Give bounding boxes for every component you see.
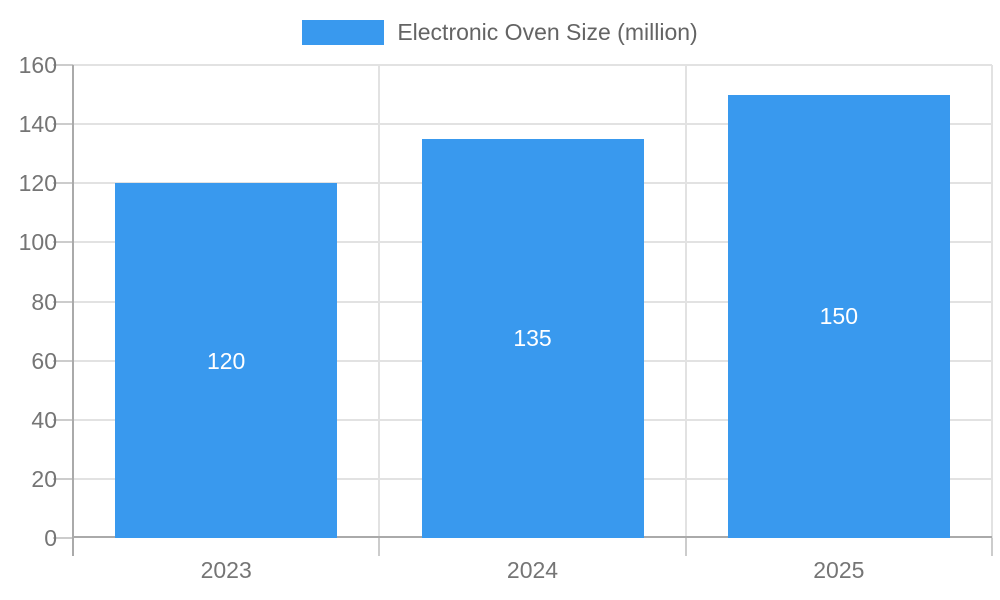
x-tick-label: 2024 <box>506 557 559 583</box>
bar-value-label: 120 <box>206 347 246 374</box>
y-tick-label: 40 <box>31 406 57 433</box>
bar <box>115 183 338 538</box>
legend-label: Electronic Oven Size (million) <box>397 18 698 45</box>
y-axis-tick <box>53 300 73 303</box>
y-tick-label: 120 <box>18 170 57 197</box>
gridline-vertical <box>684 65 687 538</box>
bar-value-label: 150 <box>819 303 859 330</box>
x-tick-label: 2025 <box>813 557 865 583</box>
y-tick-label: 80 <box>31 288 57 315</box>
gridline-horizontal <box>73 64 992 66</box>
x-tick-label: 2023 <box>200 557 252 583</box>
x-axis-tick <box>378 538 381 556</box>
y-axis-tick <box>53 359 73 362</box>
y-axis-tick <box>53 182 73 185</box>
y-tick-label: 60 <box>31 347 57 374</box>
y-axis-tick <box>53 64 73 66</box>
gridline-vertical <box>991 65 993 538</box>
legend-swatch-icon <box>302 19 385 45</box>
y-tick-label: 20 <box>31 465 57 492</box>
y-tick-label: 140 <box>18 111 57 138</box>
gridline-horizontal <box>73 123 992 126</box>
y-tick-label: 160 <box>18 52 57 78</box>
bar <box>421 138 644 538</box>
y-axis-tick <box>53 477 73 480</box>
y-axis-tick <box>53 241 73 244</box>
bar <box>727 94 950 538</box>
x-axis-tick <box>684 538 687 556</box>
y-tick-label: 0 <box>44 525 57 551</box>
gridline-vertical <box>378 65 381 538</box>
x-axis-tick <box>991 538 993 556</box>
bar-value-label: 135 <box>513 325 552 352</box>
y-axis-line <box>72 65 74 556</box>
y-axis-tick <box>53 537 73 539</box>
y-axis-tick <box>53 123 73 126</box>
y-tick-label: 100 <box>18 229 57 256</box>
legend: Electronic Oven Size (million) <box>0 14 1000 50</box>
y-axis-tick <box>53 418 73 421</box>
